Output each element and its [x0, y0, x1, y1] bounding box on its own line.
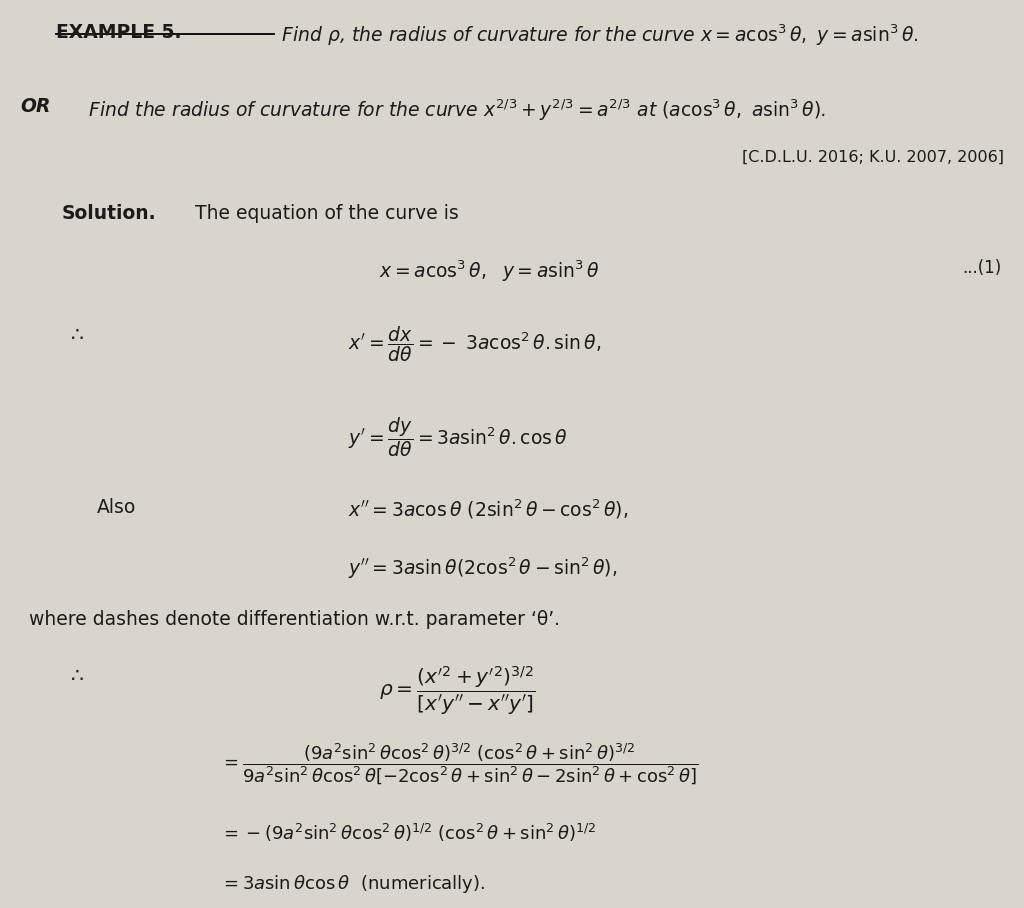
Text: Find the radius of curvature for the curve $x^{2/3} + y^{2/3} = a^{2/3}$ at $(a\: Find the radius of curvature for the cur… [77, 97, 825, 123]
Text: $= -(9a^2\sin^2\theta\cos^2\theta)^{1/2}\ (\cos^2\theta + \sin^2\theta)^{1/2}$: $= -(9a^2\sin^2\theta\cos^2\theta)^{1/2}… [220, 822, 596, 844]
Text: $\therefore$: $\therefore$ [67, 324, 84, 343]
Text: $x'' = 3a\cos\theta\ (2\sin^2\theta - \cos^2\theta),$: $x'' = 3a\cos\theta\ (2\sin^2\theta - \c… [348, 498, 629, 521]
Text: OR: OR [20, 97, 51, 116]
Text: Find $\rho$, the radius of curvature for the curve $x = a\cos^3\theta,\ y = a\si: Find $\rho$, the radius of curvature for… [276, 23, 919, 48]
Text: $y'' = 3a\sin\theta(2\cos^2\theta - \sin^2\theta),$: $y'' = 3a\sin\theta(2\cos^2\theta - \sin… [348, 556, 617, 581]
Text: where dashes denote differentiation w.r.t. parameter ‘θ’.: where dashes denote differentiation w.r.… [29, 610, 560, 629]
Text: Also: Also [97, 498, 136, 517]
Text: $x' = \dfrac{dx}{d\theta} = -\ 3a\cos^2\theta.\sin\theta,$: $x' = \dfrac{dx}{d\theta} = -\ 3a\cos^2\… [348, 324, 601, 364]
Text: $= \dfrac{(9a^2\sin^2\theta\cos^2\theta)^{3/2}\ (\cos^2\theta + \sin^2\theta)^{3: $= \dfrac{(9a^2\sin^2\theta\cos^2\theta)… [220, 742, 698, 787]
Text: $\rho = \dfrac{(x'^{2} + y'^{2})^{3/2}}{[x'y'' - x''y']}$: $\rho = \dfrac{(x'^{2} + y'^{2})^{3/2}}{… [379, 665, 536, 717]
Text: Solution.: Solution. [61, 204, 156, 223]
Text: The equation of the curve is: The equation of the curve is [189, 204, 459, 223]
Text: $x = a\cos^3\theta,\ \ y = a\sin^3\theta$: $x = a\cos^3\theta,\ \ y = a\sin^3\theta… [379, 259, 600, 284]
Text: $\therefore$: $\therefore$ [67, 665, 84, 684]
Text: $y' = \dfrac{dy}{d\theta} = 3a\sin^2\theta.\cos\theta$: $y' = \dfrac{dy}{d\theta} = 3a\sin^2\the… [348, 415, 567, 459]
Text: [C.D.L.U. 2016; K.U. 2007, 2006]: [C.D.L.U. 2016; K.U. 2007, 2006] [741, 150, 1004, 165]
Text: $= 3a\sin\theta\cos\theta\ \ \mathrm{(numerically).}$: $= 3a\sin\theta\cos\theta\ \ \mathrm{(nu… [220, 873, 485, 895]
Text: ...(1): ...(1) [963, 259, 1001, 277]
Text: EXAMPLE 5.: EXAMPLE 5. [56, 23, 182, 42]
